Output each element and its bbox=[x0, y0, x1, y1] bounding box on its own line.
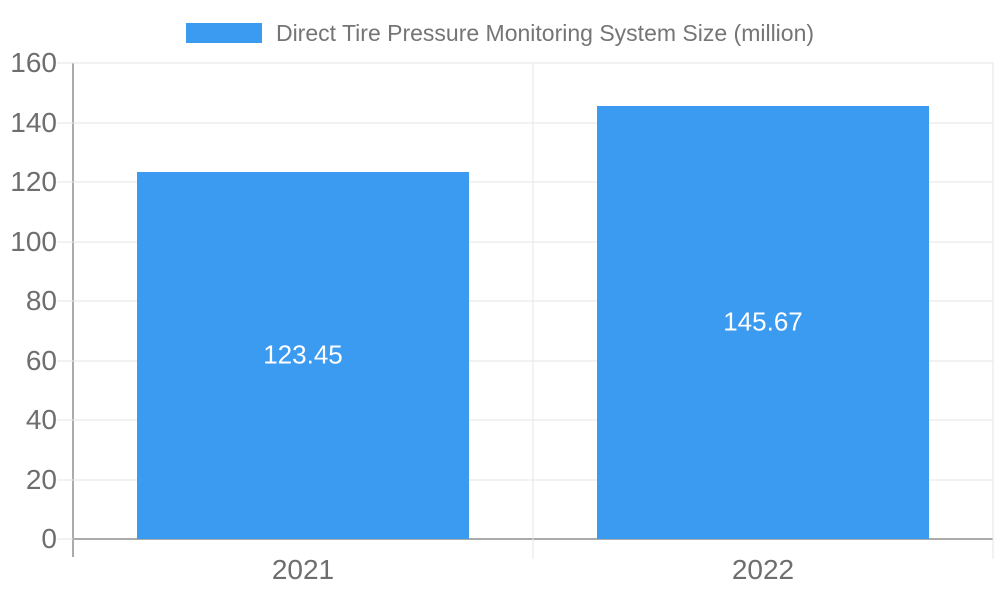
x-axis-tick bbox=[992, 539, 994, 559]
y-tick-label: 160 bbox=[10, 47, 57, 78]
x-axis-tick bbox=[532, 539, 534, 559]
gridline-vertical bbox=[992, 63, 994, 539]
x-tick-label: 2021 bbox=[271, 554, 335, 585]
bar-2021[interactable]: 123.45 bbox=[137, 171, 469, 539]
bar-value-label: 123.45 bbox=[263, 339, 343, 370]
y-tick-label: 60 bbox=[25, 344, 57, 376]
gridline-vertical bbox=[532, 63, 534, 539]
y-tick-label: 20 bbox=[25, 463, 57, 495]
bar-value-label: 145.67 bbox=[723, 306, 803, 337]
y-axis-tick bbox=[57, 181, 73, 183]
y-tick-label: 40 bbox=[25, 404, 57, 435]
legend-label: Direct Tire Pressure Monitoring System S… bbox=[275, 19, 815, 46]
y-axis-tick bbox=[57, 419, 73, 421]
y-axis-tick bbox=[57, 538, 73, 540]
bar-2022[interactable]: 145.67 bbox=[597, 105, 929, 539]
y-tick-label: 140 bbox=[10, 106, 57, 138]
y-axis-tick bbox=[57, 300, 73, 302]
y-tick-label: 100 bbox=[10, 225, 57, 257]
x-tick-label: 2022 bbox=[731, 554, 795, 585]
legend-color-swatch bbox=[185, 23, 262, 43]
y-axis-tick bbox=[57, 122, 73, 123]
y-tick-label: 120 bbox=[10, 166, 57, 197]
y-axis-tick bbox=[57, 360, 73, 361]
y-axis-tick bbox=[57, 62, 73, 64]
y-axis-tick bbox=[57, 479, 73, 480]
y-axis-line bbox=[72, 63, 74, 557]
y-tick-label: 0 bbox=[41, 523, 57, 554]
y-tick-label: 80 bbox=[25, 285, 57, 316]
plot-area: 160 140 120 100 80 60 40 20 0 2021 123.45 2022 145.6… bbox=[10, 49, 994, 584]
legend-item[interactable]: Direct Tire Pressure Monitoring System S… bbox=[0, 18, 1000, 48]
y-axis-tick bbox=[57, 241, 73, 242]
